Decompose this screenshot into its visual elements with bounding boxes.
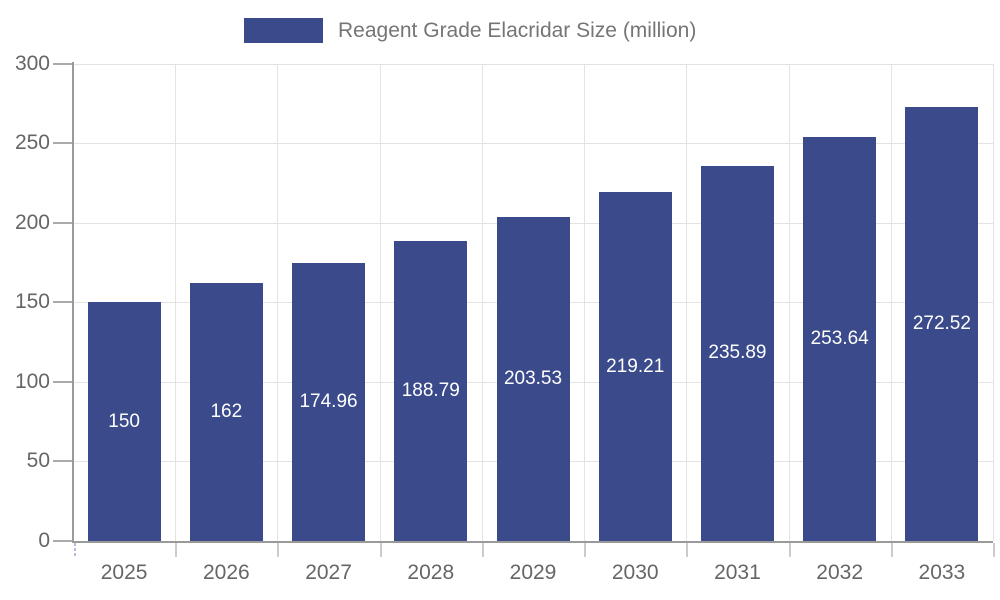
bar-2031[interactable] xyxy=(700,165,774,541)
bar-2029[interactable] xyxy=(496,217,570,541)
x-tick-label-2026: 2026 xyxy=(202,561,250,584)
y-gridline xyxy=(73,63,993,65)
x-tick xyxy=(993,543,995,557)
y-tick-label-150: 150 xyxy=(14,290,50,314)
x-gridline xyxy=(175,63,177,541)
x-tick xyxy=(379,543,382,557)
x-tick xyxy=(890,543,893,557)
x-tick xyxy=(788,543,791,557)
x-tick-label-2029: 2029 xyxy=(509,561,557,584)
x-tick-label-2032: 2032 xyxy=(816,561,864,584)
x-gridline xyxy=(993,63,994,541)
x-tick xyxy=(686,543,689,557)
y-tick xyxy=(53,380,73,383)
y-tick-label-200: 200 xyxy=(14,210,50,234)
y-tick xyxy=(53,540,73,542)
bar-value-label: 235.89 xyxy=(708,342,767,364)
bar-value-label: 219.21 xyxy=(606,355,665,377)
bar-value-label: 253.64 xyxy=(810,328,869,350)
x-tick xyxy=(277,543,280,557)
x-tick xyxy=(584,543,587,557)
y-tick xyxy=(53,142,73,145)
bar-value-label: 203.53 xyxy=(503,368,563,390)
x-tick-label-2025: 2025 xyxy=(100,561,148,584)
y-tick xyxy=(53,62,73,65)
y-tick-label-0: 0 xyxy=(38,529,50,552)
bar-2027[interactable] xyxy=(292,262,366,541)
x-gridline xyxy=(379,63,381,541)
legend-swatch xyxy=(244,18,323,43)
x-tick-label-2031: 2031 xyxy=(714,561,761,584)
x-gridline xyxy=(890,63,892,541)
legend-label: Reagent Grade Elacridar Size (million) xyxy=(338,19,697,42)
bar-2028[interactable] xyxy=(394,240,468,541)
y-axis-line xyxy=(72,62,74,541)
x-tick-label-2033: 2033 xyxy=(918,561,966,584)
x-tick xyxy=(175,543,178,557)
bar-2033[interactable] xyxy=(905,107,979,541)
y-tick-label-100: 100 xyxy=(14,369,50,393)
x-tick-label-2030: 2030 xyxy=(611,561,659,584)
y-tick xyxy=(53,460,73,463)
y-tick xyxy=(53,301,73,304)
legend-item[interactable]: Reagent Grade Elacridar Size (million) xyxy=(244,18,696,43)
x-tick-label-2028: 2028 xyxy=(407,561,455,584)
bar-2025[interactable] xyxy=(87,302,161,541)
y-tick xyxy=(53,221,73,224)
bar-value-label: 174.96 xyxy=(299,390,358,412)
x-gridline xyxy=(788,63,790,541)
x-gridline xyxy=(277,63,279,541)
bar-value-label: 188.79 xyxy=(401,379,460,401)
bar-2026[interactable] xyxy=(189,283,263,541)
y-gridline xyxy=(73,143,993,145)
zero-tick-dashed xyxy=(74,543,76,557)
y-tick-label-250: 250 xyxy=(14,131,50,155)
x-gridline xyxy=(686,63,688,541)
y-tick-label-300: 300 xyxy=(14,51,50,75)
bar-value-label: 150 xyxy=(108,410,140,432)
y-tick-label-50: 50 xyxy=(26,449,50,473)
x-tick-label-2027: 2027 xyxy=(305,561,352,584)
bar-2032[interactable] xyxy=(803,137,877,541)
bar-value-label: 272.52 xyxy=(912,313,971,335)
x-gridline xyxy=(481,63,483,541)
x-axis-line xyxy=(72,541,993,543)
x-gridline xyxy=(584,63,586,541)
x-tick xyxy=(481,543,484,557)
bar-value-label: 162 xyxy=(210,401,243,423)
bar-2030[interactable] xyxy=(598,192,672,541)
